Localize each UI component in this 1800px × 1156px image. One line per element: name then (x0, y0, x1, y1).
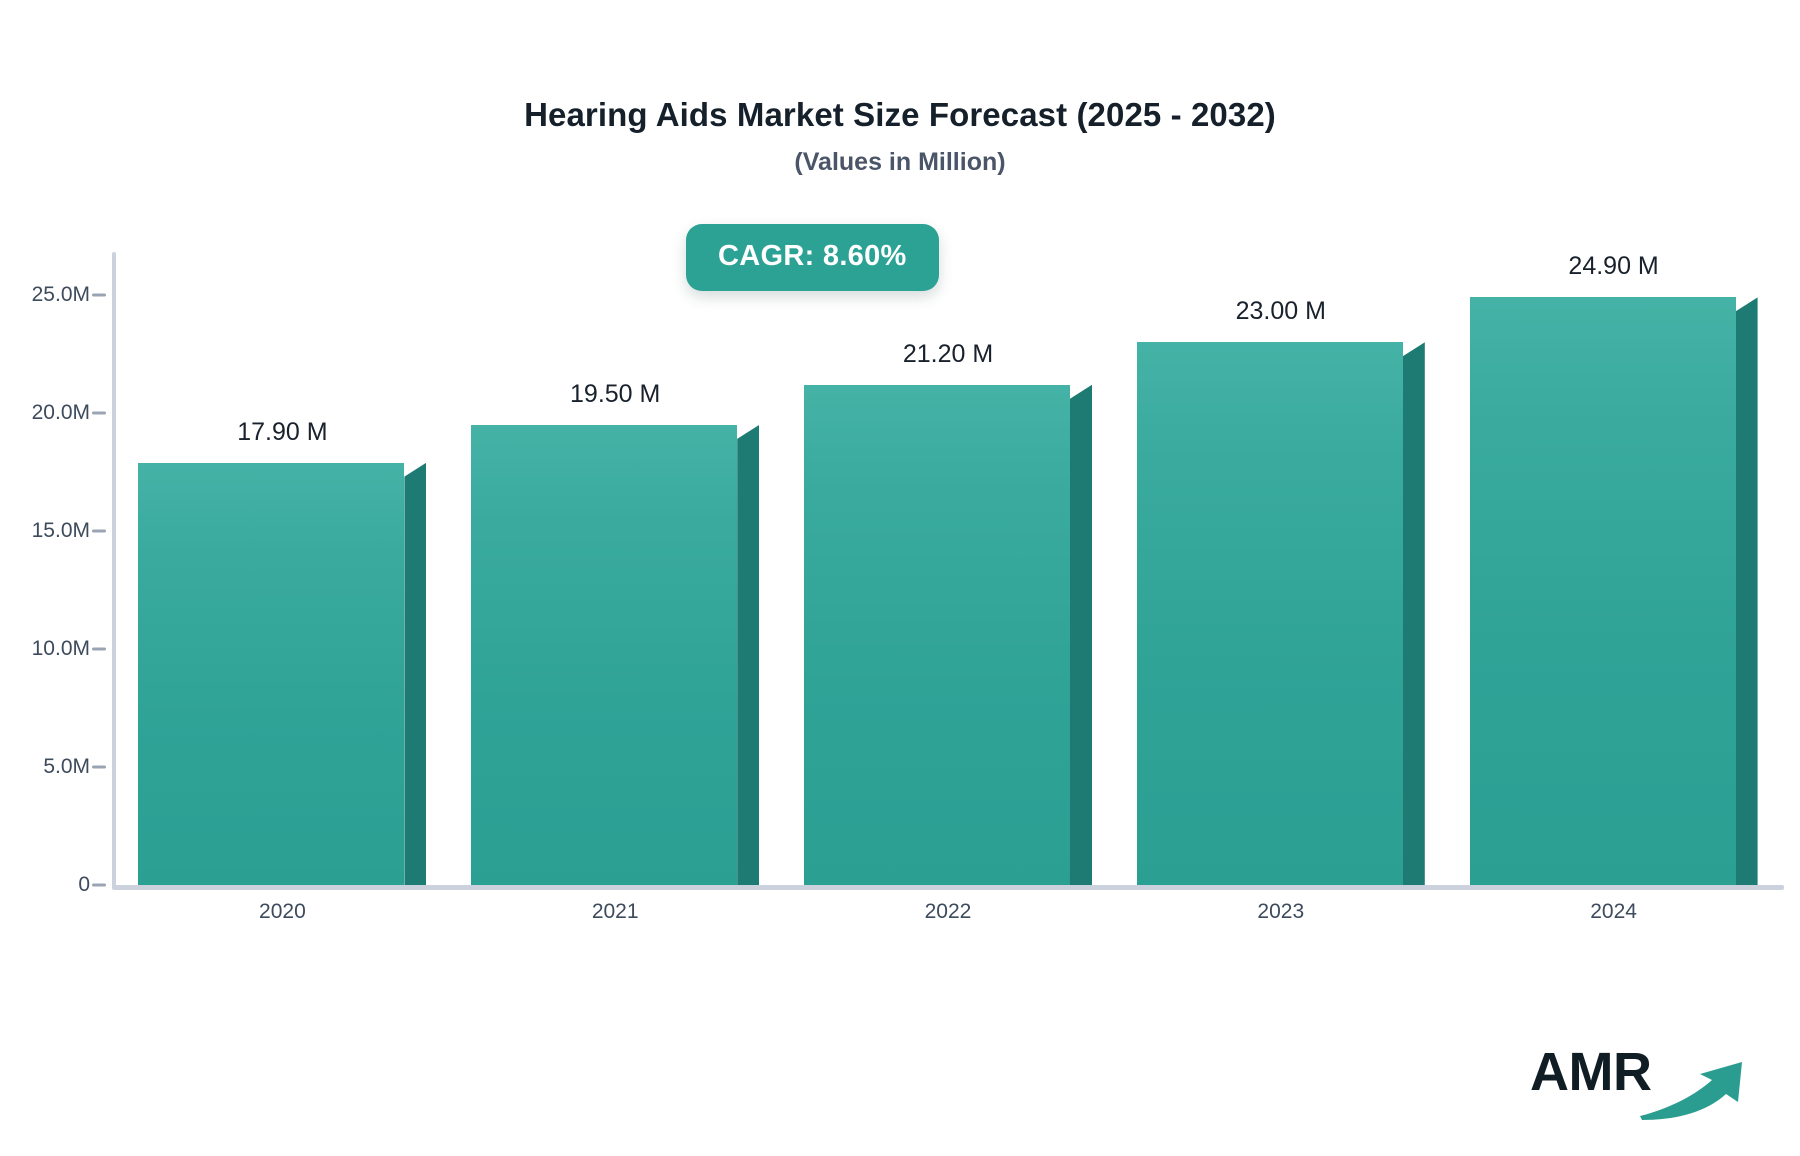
y-axis-tick-mark (92, 293, 106, 297)
plot-area: 17.90 M 19.50 M 21.20 M 23.00 M 24.90 M (112, 252, 1782, 892)
bar-front-face (804, 384, 1070, 885)
y-axis-tick-label: 25.0M (31, 283, 90, 306)
x-axis-tick-label: 2020 (259, 900, 306, 923)
bar-front-face (1136, 342, 1403, 885)
x-axis-line (112, 885, 1784, 890)
bar-2020[interactable]: 17.90 M (138, 418, 427, 885)
bar-side-face (1402, 342, 1425, 885)
x-axis-tick-label: 2023 (1257, 900, 1305, 923)
y-axis-tick-mark (92, 529, 106, 533)
bar-side-face (737, 424, 760, 885)
x-axis-tick-label: 2024 (1590, 900, 1637, 923)
y-axis-tick-mark (92, 765, 106, 769)
bar-value-label: 21.20 M (902, 339, 994, 368)
y-axis-tick-label: 20.0M (31, 401, 90, 424)
bar-2024[interactable]: 24.90 M (1469, 252, 1758, 885)
bar-value-label: 24.90 M (1568, 252, 1659, 281)
bar-2021[interactable]: 19.50 M (471, 380, 760, 885)
y-axis-tick-label: 0 (78, 873, 90, 896)
cagr-badge: CAGR: 8.60% (686, 224, 939, 291)
x-axis-tick-label: 2022 (924, 900, 972, 923)
bar-front-face (1469, 297, 1736, 885)
y-axis-tick-label: 5.0M (43, 755, 90, 778)
amr-logo: AMR (1530, 1040, 1760, 1120)
bar-value-label: 19.50 M (570, 379, 661, 408)
y-axis-line (112, 252, 116, 889)
bar-side-face (1070, 384, 1092, 885)
y-axis-tick-label: 10.0M (31, 637, 90, 660)
bar-2022[interactable]: 21.20 M (804, 340, 1092, 885)
x-axis-tick-label: 2021 (591, 900, 639, 923)
bar-value-label: 17.90 M (237, 417, 328, 446)
bar-side-face (404, 462, 427, 885)
growth-arrow-icon (1640, 1062, 1742, 1120)
bar-side-face (1735, 297, 1758, 885)
bar-2023[interactable]: 23.00 M (1136, 297, 1425, 885)
chart-subtitle: (Values in Million) (794, 148, 1006, 176)
chart-title: Hearing Aids Market Size Forecast (2025 … (524, 96, 1276, 133)
bar-front-face (138, 462, 405, 885)
amr-logo-text: AMR (1530, 1042, 1652, 1102)
y-axis-tick-label: 15.0M (31, 519, 90, 542)
y-axis-tick-mark (92, 647, 106, 651)
y-axis-tick-mark (92, 883, 106, 887)
y-axis-tick-mark (92, 411, 106, 415)
bar-value-label: 23.00 M (1235, 297, 1326, 326)
bar-front-face (471, 424, 738, 885)
